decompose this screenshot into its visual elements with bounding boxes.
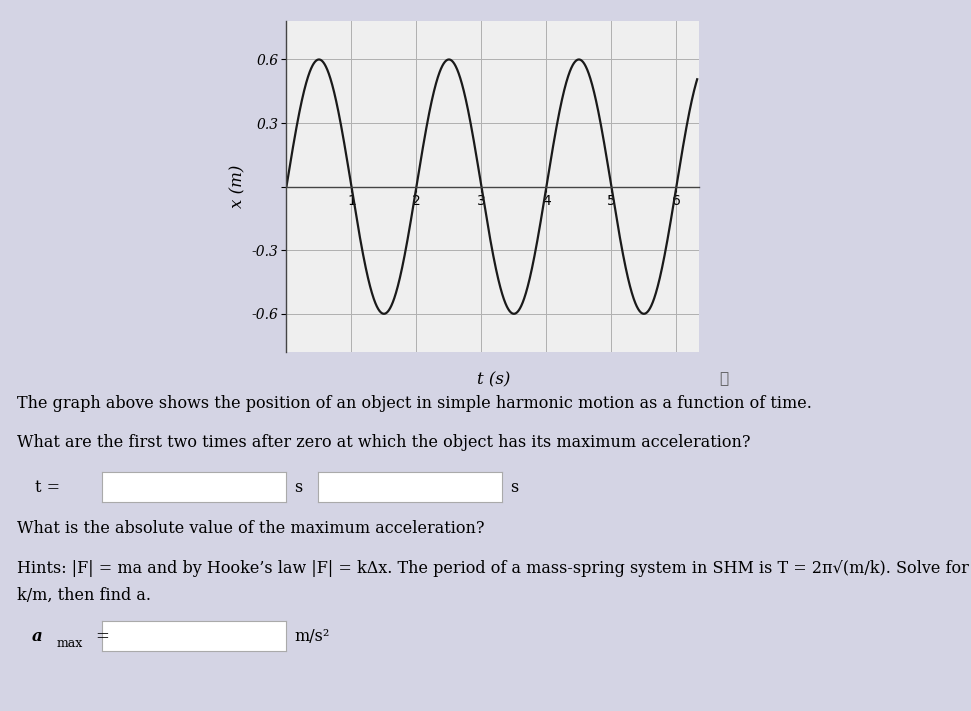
Text: m/s²: m/s² — [294, 628, 329, 645]
Text: What is the absolute value of the maximum acceleration?: What is the absolute value of the maximu… — [17, 520, 485, 538]
Text: s: s — [294, 479, 302, 496]
Text: max: max — [56, 637, 83, 650]
Text: What are the first two times after zero at which the object has its maximum acce: What are the first two times after zero … — [17, 434, 751, 451]
Text: t =: t = — [35, 479, 60, 496]
Text: t (s): t (s) — [477, 371, 510, 388]
Text: =: = — [95, 628, 109, 645]
Text: a: a — [32, 628, 43, 645]
Y-axis label: x (m): x (m) — [229, 165, 247, 208]
Text: 🔍: 🔍 — [719, 371, 728, 386]
Text: The graph above shows the position of an object in simple harmonic motion as a f: The graph above shows the position of an… — [17, 395, 813, 412]
Text: Hints: |F| = ma and by Hooke’s law |F| = kΔx. The period of a mass-spring system: Hints: |F| = ma and by Hooke’s law |F| =… — [17, 560, 969, 577]
Text: k/m, then find a.: k/m, then find a. — [17, 587, 151, 604]
Text: s: s — [510, 479, 518, 496]
